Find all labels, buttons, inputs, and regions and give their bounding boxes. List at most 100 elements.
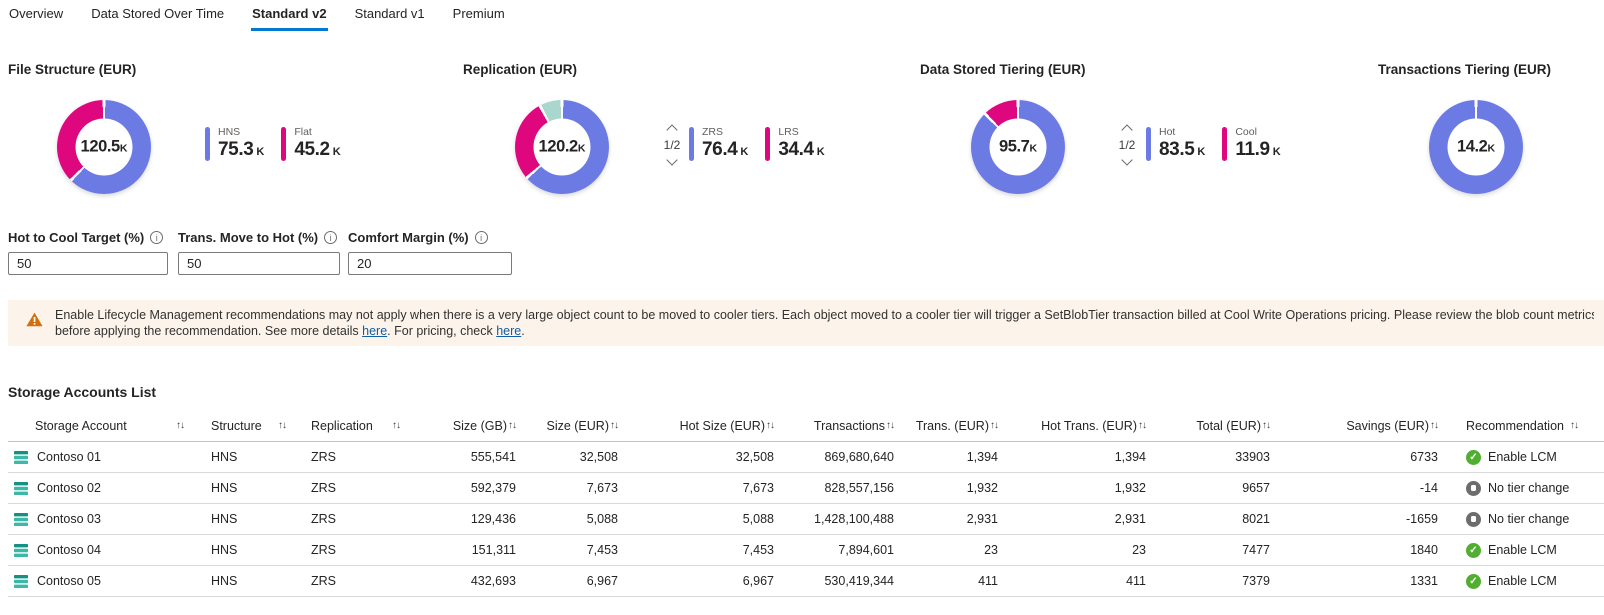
tab-premium[interactable]: Premium bbox=[452, 2, 506, 31]
sort-arrows-icon[interactable]: ↑↓ bbox=[1262, 420, 1271, 431]
cell: 7,453 bbox=[742, 543, 774, 557]
donut-chart[interactable]: 95.7 K bbox=[971, 100, 1065, 194]
input-hot-to-cool-target[interactable] bbox=[8, 252, 168, 275]
account-name: Contoso 01 bbox=[37, 450, 101, 464]
table-row[interactable]: Contoso 04 HNS ZRS 151,311 7,453 7,453 7,894,6… bbox=[8, 535, 1604, 566]
input-comfort-margin[interactable] bbox=[348, 252, 512, 275]
legend-item[interactable]: Hot 83.5 K bbox=[1146, 126, 1205, 161]
column-header-total-eur[interactable]: Total (EUR) ↑↓ bbox=[1152, 419, 1276, 433]
legend-marker bbox=[689, 127, 694, 161]
chevron-down-icon[interactable] bbox=[666, 154, 678, 166]
column-label: Savings (EUR) bbox=[1346, 418, 1429, 433]
legend-marker bbox=[205, 127, 210, 161]
cell: -1659 bbox=[1406, 512, 1438, 526]
column-header-structure[interactable]: Structure ↑↓ bbox=[198, 419, 298, 433]
sort-arrows-icon[interactable]: ↑↓ bbox=[1570, 420, 1579, 431]
column-header-recommendation[interactable]: Recommendation ↑↓ bbox=[1444, 419, 1596, 433]
table-row[interactable]: Contoso 01 HNS ZRS 555,541 32,508 32,508 869,6… bbox=[8, 442, 1604, 473]
column-header-savings-eur[interactable]: Savings (EUR) ↑↓ bbox=[1276, 419, 1444, 433]
cell: 1,428,100,488 bbox=[814, 512, 894, 526]
account-name: Contoso 04 bbox=[37, 543, 101, 557]
sort-arrows-icon[interactable]: ↑↓ bbox=[278, 420, 287, 431]
legend-item[interactable]: Cool 11.9 K bbox=[1222, 126, 1281, 161]
tab-data-stored-over-time[interactable]: Data Stored Over Time bbox=[90, 2, 225, 31]
cell: 411 bbox=[978, 574, 998, 588]
storage-account-cell: Contoso 04 bbox=[8, 543, 198, 557]
column-header-hot-trans-eur[interactable]: Hot Trans. (EUR) ↑↓ bbox=[1004, 419, 1152, 433]
tab-standard-v2[interactable]: Standard v2 bbox=[251, 2, 328, 31]
info-icon[interactable]: i bbox=[324, 231, 338, 244]
chart-title: Replication (EUR) bbox=[463, 62, 578, 77]
legend-pager: 1/2 bbox=[1115, 124, 1139, 166]
donut-chart[interactable]: 120.2 K bbox=[515, 100, 609, 194]
legend-item[interactable]: HNS 75.3 K bbox=[205, 126, 264, 161]
legend-item[interactable]: Flat 45.2 K bbox=[281, 126, 341, 161]
see-more-details-link[interactable]: here bbox=[362, 323, 388, 338]
sort-arrows-icon[interactable]: ↑↓ bbox=[1138, 420, 1147, 431]
legend-item[interactable]: ZRS 76.4 K bbox=[689, 126, 748, 161]
input-trans-move-to-hot[interactable] bbox=[178, 252, 340, 275]
cell: 6733 bbox=[1410, 450, 1438, 464]
column-label: Trans. (EUR) bbox=[915, 418, 989, 433]
pricing-link[interactable]: here bbox=[496, 323, 522, 338]
sort-arrows-icon[interactable]: ↑↓ bbox=[766, 420, 775, 431]
sort-arrows-icon[interactable]: ↑↓ bbox=[508, 420, 517, 431]
legend-item[interactable]: LRS 34.4 K bbox=[765, 126, 825, 161]
table-row[interactable]: Contoso 05 HNS ZRS 432,693 6,967 6,967 530,419… bbox=[8, 566, 1604, 597]
storage-account-icon bbox=[14, 512, 28, 526]
sort-arrows-icon[interactable]: ↑↓ bbox=[886, 420, 895, 431]
column-header-storage-account[interactable]: Storage Account ↑↓ bbox=[8, 419, 198, 433]
storage-account-cell: Contoso 05 bbox=[8, 574, 198, 588]
column-label: Total (EUR) bbox=[1196, 418, 1261, 433]
account-name: Contoso 03 bbox=[37, 512, 101, 526]
info-icon[interactable]: i bbox=[474, 231, 488, 244]
legend-value-suffix: K bbox=[816, 146, 825, 158]
chart-replication: Replication (EUR) 120.2 K 1/2 ZRS 76.4 K… bbox=[463, 56, 825, 216]
chevron-up-icon[interactable] bbox=[1121, 124, 1133, 136]
legend-value: 75.3 bbox=[218, 139, 254, 160]
tab-label: Standard v2 bbox=[252, 6, 327, 21]
donut-chart[interactable]: 120.5 K bbox=[57, 100, 151, 194]
donut-chart[interactable]: 14.2 K bbox=[1429, 100, 1523, 194]
info-icon[interactable]: i bbox=[150, 231, 164, 244]
sort-arrows-icon[interactable]: ↑↓ bbox=[1430, 420, 1439, 431]
chart-title: Transactions Tiering (EUR) bbox=[1378, 62, 1552, 77]
cell: 869,680,640 bbox=[824, 450, 894, 464]
sort-arrows-icon[interactable]: ↑↓ bbox=[990, 420, 999, 431]
cell: HNS bbox=[211, 481, 238, 495]
sort-arrows-icon[interactable]: ↑↓ bbox=[610, 420, 619, 431]
cell: 1331 bbox=[1410, 574, 1438, 588]
tab-standard-v1[interactable]: Standard v1 bbox=[354, 2, 426, 31]
donut-total-suffix: K bbox=[577, 142, 586, 155]
cell: 7477 bbox=[1242, 543, 1270, 557]
enable-lcm-icon: ✓ bbox=[1466, 573, 1481, 589]
column-header-replication[interactable]: Replication ↑↓ bbox=[298, 419, 412, 433]
no-tier-change-icon bbox=[1466, 480, 1481, 496]
donut-total-value: 95.7 bbox=[998, 137, 1030, 156]
cell: 1,932 bbox=[1114, 481, 1146, 495]
tab-overview[interactable]: Overview bbox=[8, 2, 64, 31]
no-tier-change-icon bbox=[1466, 511, 1481, 527]
column-label: Recommendation bbox=[1466, 418, 1564, 433]
account-name: Contoso 02 bbox=[37, 481, 101, 495]
cell: HNS bbox=[211, 543, 238, 557]
donut-center: 14.2 K bbox=[1447, 118, 1505, 176]
cell: ZRS bbox=[311, 450, 336, 464]
column-header-hot-size-eur[interactable]: Hot Size (EUR) ↑↓ bbox=[624, 419, 780, 433]
table-row[interactable]: Contoso 03 HNS ZRS 129,436 5,088 5,088 1,428,1… bbox=[8, 504, 1604, 535]
column-header-transactions[interactable]: Transactions ↑↓ bbox=[780, 419, 900, 433]
parameter-input-group: Comfort Margin (%) i bbox=[348, 230, 512, 275]
donut-center: 120.5 K bbox=[75, 118, 133, 176]
recommendation-cell: ✓ Enable LCM bbox=[1444, 449, 1596, 465]
chevron-up-icon[interactable] bbox=[666, 124, 678, 136]
sort-arrows-icon[interactable]: ↑↓ bbox=[176, 420, 185, 431]
column-header-size-gb[interactable]: Size (GB) ↑↓ bbox=[412, 419, 522, 433]
chevron-down-icon[interactable] bbox=[1121, 154, 1133, 166]
tab-label: Premium bbox=[452, 6, 505, 21]
table-row[interactable]: Contoso 02 HNS ZRS 592,379 7,673 7,673 828,557… bbox=[8, 473, 1604, 504]
parameter-input-group: Hot to Cool Target (%) i bbox=[8, 230, 168, 275]
column-header-trans-eur[interactable]: Trans. (EUR) ↑↓ bbox=[900, 419, 1004, 433]
sort-arrows-icon[interactable]: ↑↓ bbox=[392, 420, 401, 431]
column-header-size-eur[interactable]: Size (EUR) ↑↓ bbox=[522, 419, 624, 433]
cell: 411 bbox=[1126, 574, 1146, 588]
